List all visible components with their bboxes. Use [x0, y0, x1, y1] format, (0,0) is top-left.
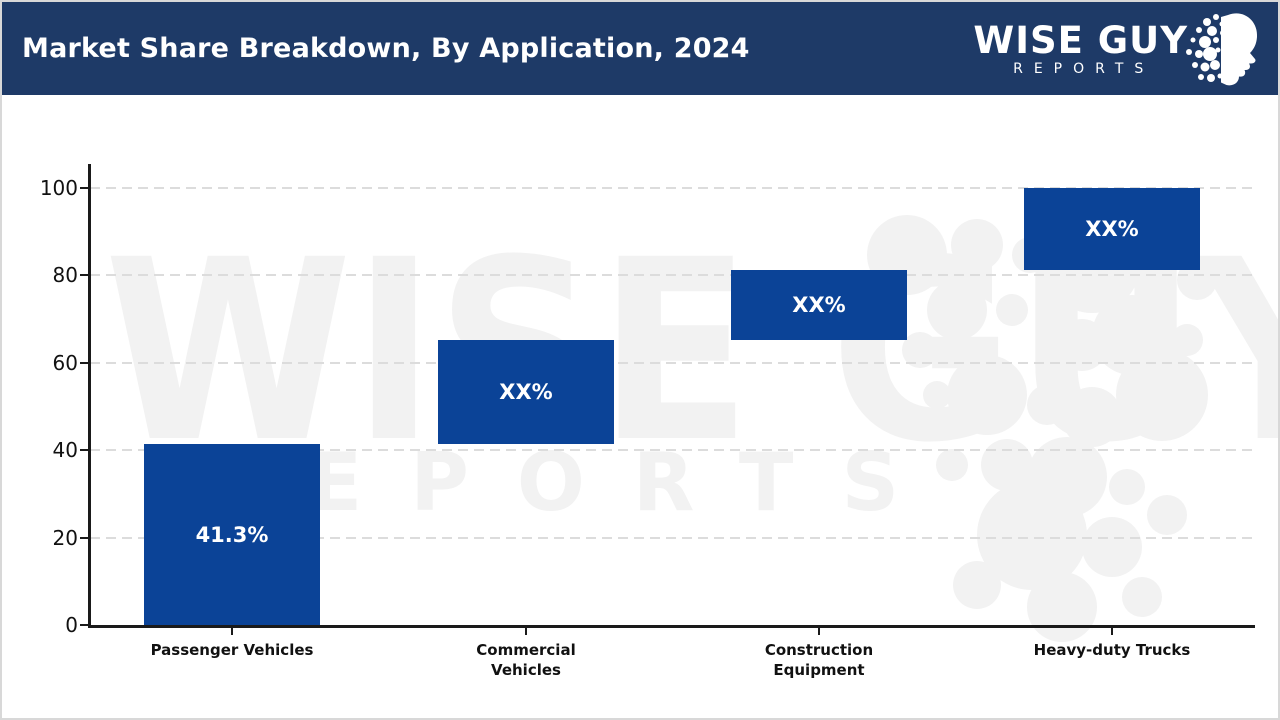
watermark-face-dot — [953, 561, 1001, 609]
gridline — [90, 449, 1255, 451]
watermark-face-dot — [1122, 577, 1162, 617]
bar-value-label: XX% — [499, 380, 553, 405]
page-title: Market Share Breakdown, By Application, … — [22, 33, 750, 64]
watermark-face-dot — [951, 219, 1003, 271]
x-category-label-line: Passenger Vehicles — [150, 641, 314, 659]
y-tick-label: 100 — [39, 175, 78, 200]
header-bar: Market Share Breakdown, By Application, … — [2, 2, 1278, 95]
watermark-face-dot — [927, 280, 987, 340]
x-category-label: Commercial Vehicles — [379, 640, 673, 680]
watermark-face-dot — [936, 449, 968, 481]
bar-heavy-duty-trucks: XX% — [1024, 187, 1200, 270]
x-category-label-line: Heavy-duty Trucks — [1033, 641, 1191, 659]
y-tick-label: 0 — [65, 613, 78, 637]
x-axis-tick — [1111, 627, 1113, 635]
watermark-face-dot — [1027, 385, 1067, 425]
waterfall-chart: WISE GUY REPORTS 0 20 40 60 80 100 41.3% Passen… — [2, 95, 1278, 718]
y-tick-label: 80 — [52, 263, 78, 287]
y-axis-tick — [80, 449, 88, 451]
x-category-label: Heavy-duty Trucks — [965, 640, 1259, 660]
y-tick-label: 60 — [52, 350, 78, 375]
gridline — [90, 186, 1255, 189]
y-axis-tick — [80, 274, 88, 276]
y-axis-tick — [80, 186, 88, 189]
gridline — [90, 536, 1255, 539]
watermark-face-dot — [1147, 495, 1187, 535]
bar-passenger-vehicles: 41.3% — [144, 444, 320, 625]
watermark-face-dot — [923, 381, 951, 409]
watermark-face-dot — [1082, 517, 1142, 577]
watermark-face-dot — [996, 294, 1028, 326]
watermark-face-dot — [1027, 572, 1097, 642]
logo-subtitle: REPORTS — [1013, 60, 1155, 77]
x-category-label-line: Commercial — [476, 641, 576, 659]
watermark-face-dot — [947, 355, 1027, 435]
y-tick-label: 40 — [52, 438, 78, 462]
gridline — [90, 274, 1255, 276]
x-category-label: Passenger Vehicles — [85, 640, 379, 660]
x-category-label-line: Construction — [764, 641, 874, 659]
bar-value-label: 41.3% — [195, 522, 269, 547]
logo-text: WISE GUY REPORTS — [973, 22, 1188, 76]
y-axis-tick — [80, 624, 88, 626]
x-category-label-line: Equipment — [773, 661, 865, 679]
y-tick-label: 20 — [52, 525, 78, 550]
wiseguy-logo: WISE GUY REPORTS — [973, 7, 1278, 91]
watermark-face-dot — [1109, 469, 1145, 505]
y-axis-tick — [80, 536, 88, 539]
x-category-label: Construction Equipment — [672, 640, 966, 680]
plot-area: 0 20 40 60 80 100 41.3% Passenger Vehicles XX% Co… — [2, 95, 1278, 718]
x-category-label-line: Vehicles — [491, 661, 561, 679]
bar-commercial-vehicles: XX% — [438, 340, 614, 445]
bar-construction-equipment: XX% — [731, 269, 907, 341]
gridline — [90, 361, 1255, 364]
y-axis-tick — [80, 361, 88, 364]
bar-value-label: XX% — [1085, 216, 1139, 241]
x-axis-tick — [818, 627, 820, 635]
y-axis-line — [88, 164, 91, 627]
wiseguy-face-icon — [1186, 12, 1258, 85]
x-axis-tick — [525, 627, 527, 635]
x-axis-line — [88, 625, 1255, 628]
bar-value-label: XX% — [792, 292, 846, 317]
x-axis-tick — [231, 627, 233, 635]
watermark-face-dot — [1116, 349, 1208, 441]
logo-wordmark: WISE GUY — [973, 18, 1188, 62]
